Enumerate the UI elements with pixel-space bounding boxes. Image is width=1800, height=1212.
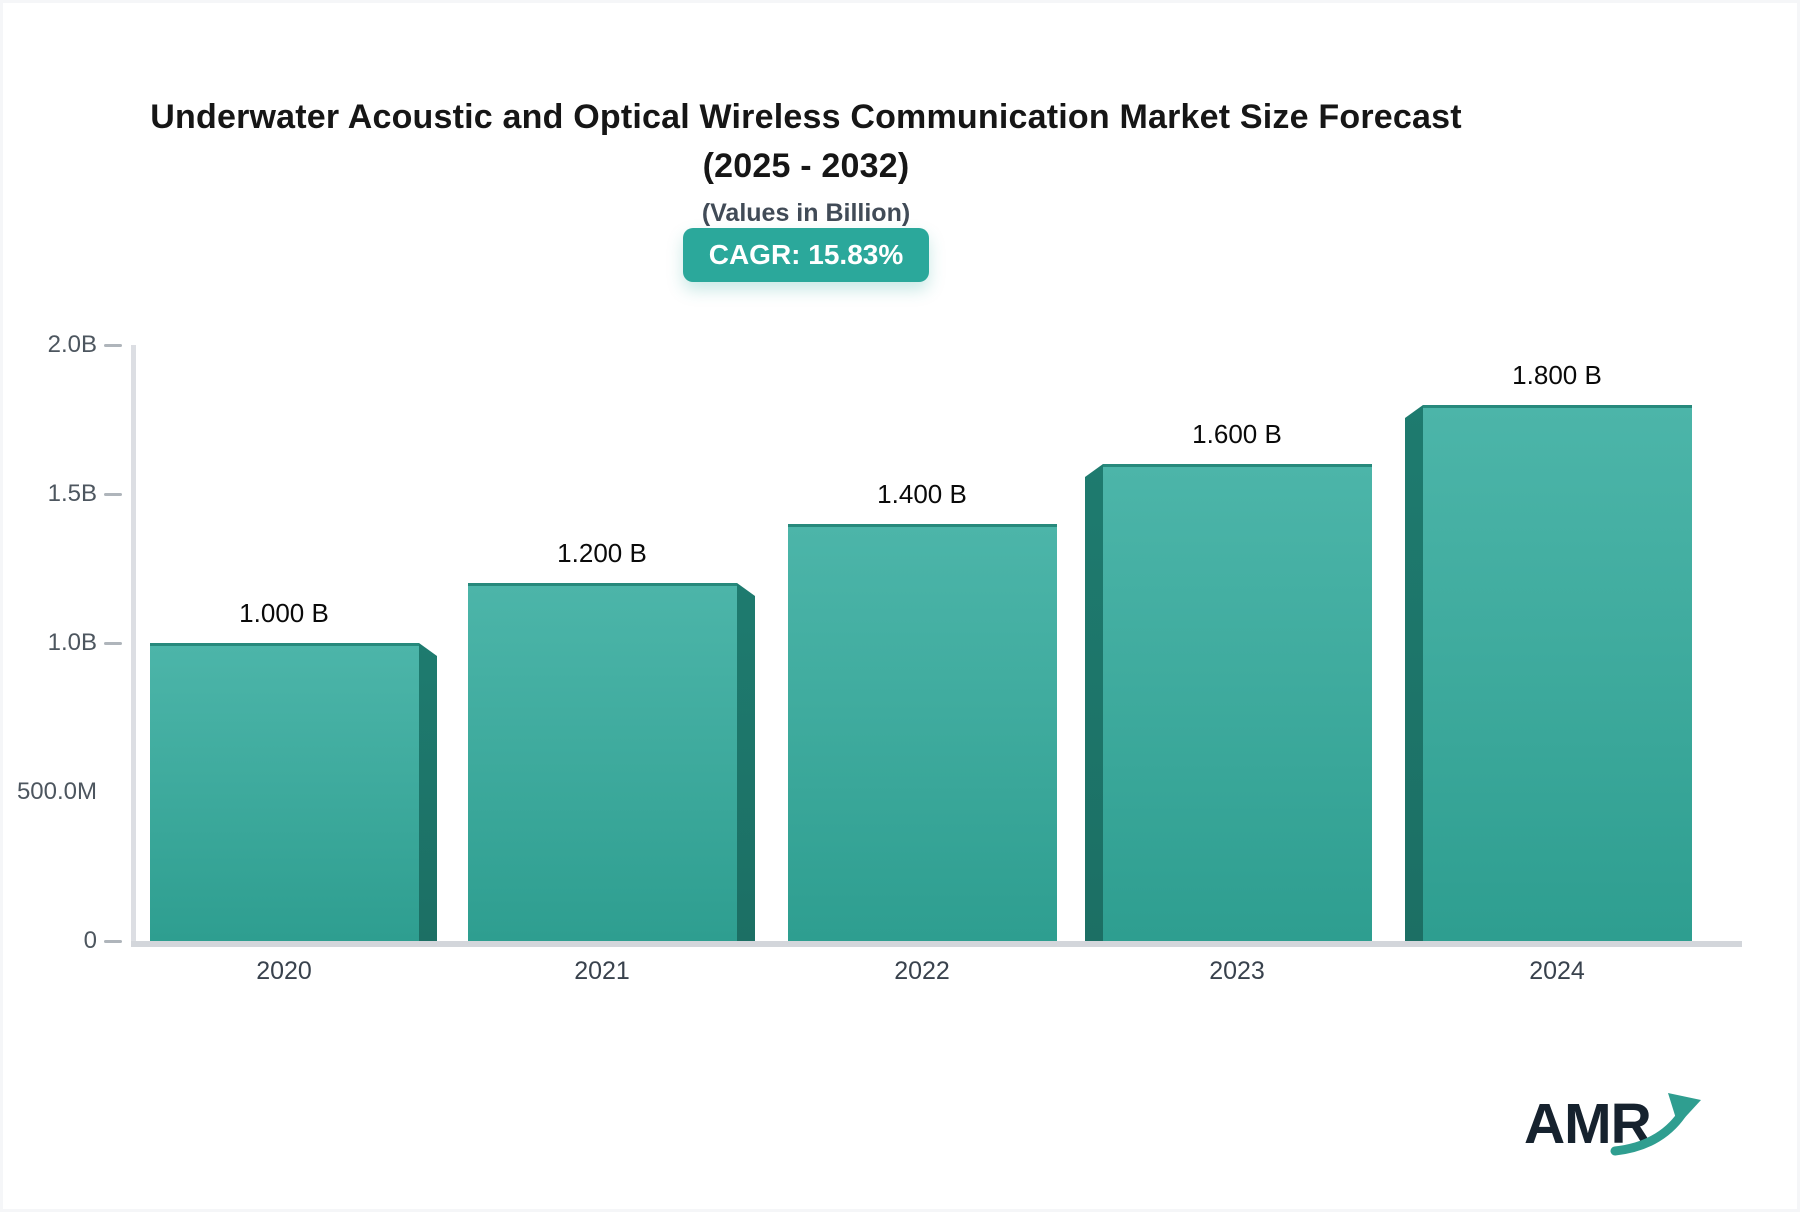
logo-arrow-head-icon (1668, 1093, 1701, 1125)
y-tick-dash (104, 493, 122, 496)
bar-2020 (150, 643, 419, 941)
bar-side-face (419, 643, 437, 941)
amr-logo: AMR (1518, 1083, 1718, 1172)
amr-logo-graphic: AMR (1524, 1092, 1701, 1156)
bar-side-face (1405, 405, 1423, 941)
x-axis-line (131, 941, 1742, 947)
y-tick-label: 2.0B (47, 331, 97, 358)
bar-value-label: 1.000 B (239, 598, 329, 628)
x-tick-label: 2020 (256, 957, 312, 985)
cagr-badge: CAGR: 15.83% (682, 228, 930, 282)
bar-side-face (737, 583, 755, 941)
bar-value-label: 1.200 B (557, 538, 647, 568)
x-tick-label: 2022 (894, 957, 950, 985)
bar-2021 (468, 583, 737, 941)
x-tick-label: 2024 (1529, 957, 1585, 985)
x-tick-label: 2021 (574, 957, 630, 985)
bar-value-label: 1.800 B (1512, 360, 1602, 390)
chart-title-line1: Underwater Acoustic and Optical Wireless… (150, 98, 1462, 136)
y-axis-line (131, 345, 136, 947)
y-tick-dash (104, 344, 122, 347)
bar-2022 (788, 524, 1057, 941)
bar-side-face (1085, 464, 1103, 941)
y-tick-dash (104, 940, 122, 943)
bar-value-label: 1.600 B (1192, 419, 1282, 449)
chart-title-line2: (2025 - 2032) (702, 147, 910, 185)
y-tick-label: 500.0M (16, 778, 97, 805)
cagr-badge-wrap: CAGR: 15.83% (0, 228, 1612, 282)
y-tick-label: 1.0B (47, 629, 97, 656)
y-tick-label: 0 (83, 927, 97, 954)
y-tick-label: 1.5B (47, 480, 97, 507)
y-tick-dash (104, 642, 122, 645)
x-tick-label: 2023 (1209, 957, 1265, 985)
bar-value-label: 1.400 B (877, 479, 967, 509)
bar-2024 (1423, 405, 1692, 941)
bar-2023 (1103, 464, 1372, 941)
chart-subtitle: (Values in Billion) (701, 199, 911, 227)
